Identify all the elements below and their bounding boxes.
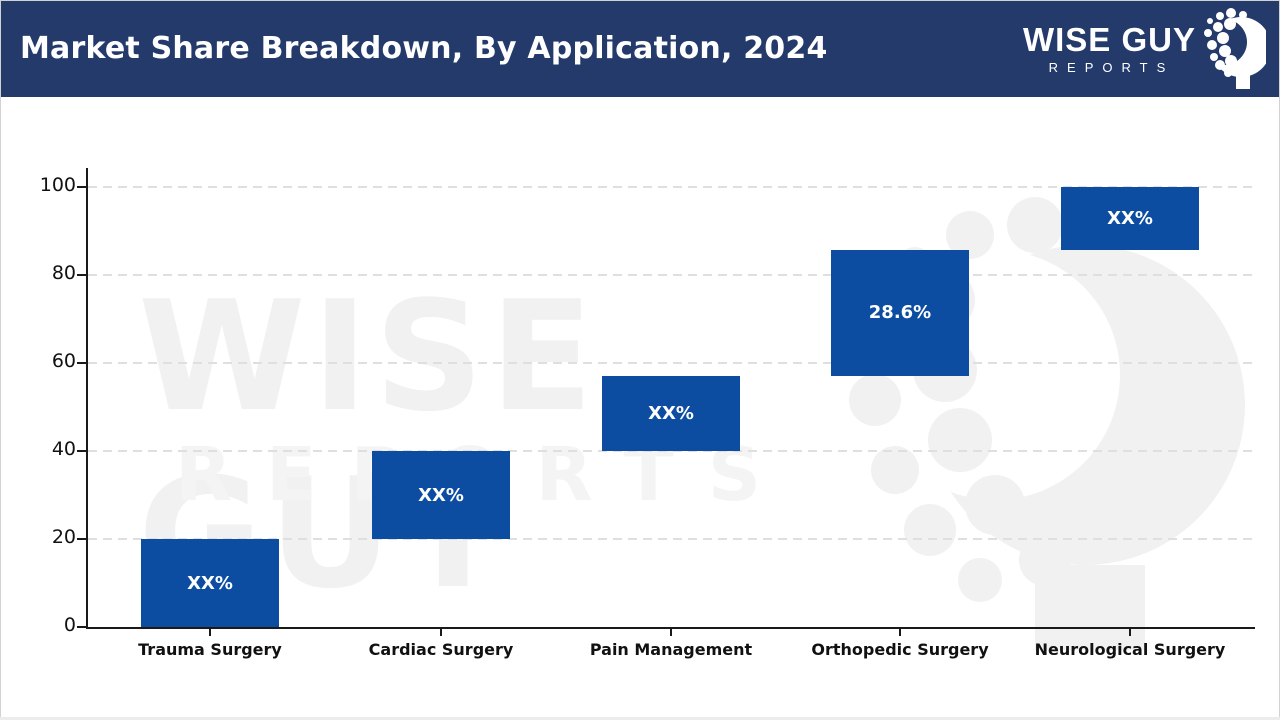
y-tick-label: 80 xyxy=(51,262,76,284)
y-tick-mark xyxy=(77,626,86,628)
y-tick-label: 0 xyxy=(63,614,76,636)
x-tick-mark xyxy=(1129,627,1131,636)
gridline xyxy=(88,362,1255,364)
brand-tagline: REPORTS xyxy=(1048,60,1175,75)
gridline xyxy=(88,274,1255,276)
x-tick-label: Cardiac Surgery xyxy=(368,640,514,659)
y-tick-label: 20 xyxy=(51,526,76,548)
canvas-bottom-edge xyxy=(0,717,1280,720)
x-tick-mark xyxy=(670,627,672,636)
bar-value-label: XX% xyxy=(648,402,694,424)
bar: XX% xyxy=(141,539,279,627)
x-tick-label: Pain Management xyxy=(589,640,753,659)
y-tick-label: 40 xyxy=(51,438,76,460)
y-axis-line xyxy=(86,168,88,629)
y-tick-mark xyxy=(77,450,86,452)
gridline xyxy=(88,538,1255,540)
brand-logo: WISE GUY REPORTS xyxy=(1023,7,1266,91)
y-tick-mark xyxy=(77,538,86,540)
y-tick-label: 100 xyxy=(39,174,76,196)
bar: XX% xyxy=(372,451,510,539)
x-tick-label: Orthopedic Surgery xyxy=(811,640,989,659)
x-tick-mark xyxy=(209,627,211,636)
x-tick-label: Neurological Surgery xyxy=(1034,640,1226,659)
y-tick-mark xyxy=(77,186,86,188)
bar-value-label: XX% xyxy=(1107,207,1153,229)
gridline xyxy=(88,450,1255,452)
x-tick-label: Trauma Surgery xyxy=(138,640,282,659)
bar-value-label: XX% xyxy=(187,572,233,594)
header-band: Market Share Breakdown, By Application, … xyxy=(0,0,1280,97)
x-tick-mark xyxy=(899,627,901,636)
brand-name: WISE GUY xyxy=(1022,21,1196,58)
bar-value-label: 28.6% xyxy=(868,302,932,324)
page-title: Market Share Breakdown, By Application, … xyxy=(20,31,828,66)
gridline xyxy=(88,186,1255,188)
y-tick-mark xyxy=(77,274,86,276)
bar: XX% xyxy=(1061,187,1199,250)
bar: XX% xyxy=(602,375,740,451)
brand-logo-text: WISE GUY REPORTS xyxy=(1023,23,1196,74)
bar-value-label: XX% xyxy=(418,484,464,506)
y-tick-label: 60 xyxy=(51,350,76,372)
bar: 28.6% xyxy=(831,249,969,376)
x-tick-mark xyxy=(440,627,442,636)
brand-head-icon xyxy=(1201,7,1266,89)
y-tick-mark xyxy=(77,362,86,364)
